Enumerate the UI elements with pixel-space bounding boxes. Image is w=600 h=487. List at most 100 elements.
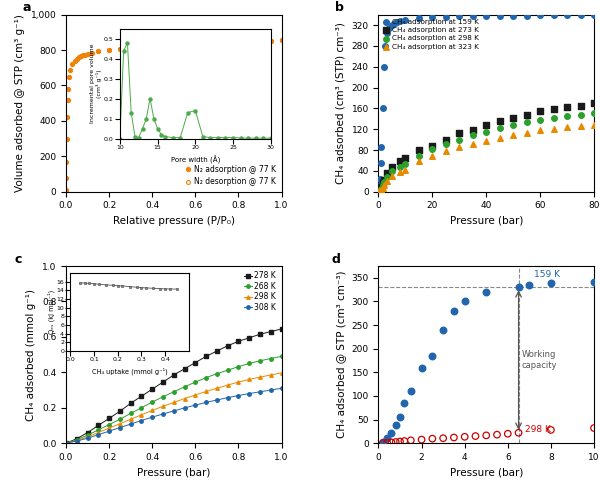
278 K <box>181 366 188 372</box>
CH₄ adsorption at 159 K <box>522 12 532 19</box>
N₂ adsorption @ 77 K <box>63 136 70 142</box>
CH₄ adsorption at 273 K <box>414 146 424 154</box>
278 K <box>149 386 156 392</box>
Point <box>439 434 448 442</box>
268 K <box>192 379 199 385</box>
CH₄ adsorption at 298 K <box>535 116 545 124</box>
268 K <box>245 360 253 366</box>
N₂ adsorption @ 77 K <box>160 42 167 48</box>
N₂ desorption @ 77 K <box>256 38 263 44</box>
308 K <box>202 399 209 405</box>
N₂ desorption @ 77 K <box>245 38 253 44</box>
308 K <box>267 387 274 393</box>
CH₄ adsorption at 273 K <box>495 117 505 125</box>
CH₄ adsorption at 298 K <box>376 185 386 192</box>
N₂ desorption @ 77 K <box>235 39 242 45</box>
N₂ adsorption @ 77 K <box>64 114 71 120</box>
N₂ adsorption @ 77 K <box>127 44 134 50</box>
CH₄ adsorption at 298 K <box>428 145 437 153</box>
CH₄ adsorption at 323 K <box>549 125 559 132</box>
CH₄ adsorption at 273 K <box>522 111 532 118</box>
298 K <box>73 438 80 444</box>
N₂ adsorption @ 77 K <box>202 40 209 46</box>
CH₄ adsorption at 159 K <box>382 29 391 37</box>
308 K <box>245 391 253 396</box>
278 K <box>127 400 134 406</box>
CH₄ adsorption at 323 K <box>562 123 572 131</box>
Point <box>439 326 448 334</box>
CH₄ adsorption at 273 K <box>374 187 383 195</box>
298 K <box>160 403 167 409</box>
N₂ desorption @ 77 K <box>170 41 178 47</box>
Point <box>386 439 396 447</box>
CH₄ adsorption at 159 K <box>468 12 478 20</box>
N₂ adsorption @ 77 K <box>82 52 89 57</box>
268 K <box>224 367 231 373</box>
CH₄ adsorption at 298 K <box>468 131 478 139</box>
308 K <box>170 408 178 414</box>
CH₄ adsorption at 273 K <box>376 185 385 192</box>
CH₄ adsorption at 273 K <box>576 102 586 110</box>
N₂ adsorption @ 77 K <box>65 74 73 79</box>
N₂ adsorption @ 77 K <box>256 38 263 44</box>
Text: 159 K: 159 K <box>533 270 560 279</box>
CH₄ adsorption at 159 K <box>508 12 518 19</box>
CH₄ adsorption at 159 K <box>380 42 390 50</box>
308 K <box>149 414 156 420</box>
N₂ adsorption @ 77 K <box>65 86 72 92</box>
Y-axis label: CH₄ adsorbed (cm³ (STP) cm⁻³): CH₄ adsorbed (cm³ (STP) cm⁻³) <box>336 22 346 184</box>
298 K <box>256 374 263 380</box>
N₂ adsorption @ 77 K <box>71 58 78 64</box>
N₂ adsorption @ 77 K <box>62 175 70 181</box>
N₂ adsorption @ 77 K <box>116 46 124 52</box>
CH₄ adsorption at 298 K <box>455 136 464 144</box>
Text: a: a <box>23 1 31 14</box>
268 K <box>278 354 285 359</box>
Point <box>428 435 437 443</box>
Point <box>460 298 469 305</box>
CH₄ adsorption at 298 K <box>562 112 572 120</box>
278 K <box>84 430 91 435</box>
Point <box>400 437 409 445</box>
N₂ desorption @ 77 K <box>224 39 231 45</box>
Text: 298 K: 298 K <box>525 425 551 434</box>
Point <box>503 430 512 438</box>
N₂ desorption @ 77 K <box>202 40 209 46</box>
N₂ adsorption @ 77 K <box>62 187 70 193</box>
CH₄ adsorption at 273 K <box>379 176 389 184</box>
N₂ desorption @ 77 K <box>160 42 167 48</box>
CH₄ adsorption at 298 K <box>508 121 518 129</box>
Point <box>382 434 392 442</box>
278 K <box>267 329 274 335</box>
298 K <box>235 379 242 385</box>
CH₄ adsorption at 323 K <box>376 186 386 193</box>
Point <box>428 352 437 360</box>
X-axis label: Relative pressure (P/P₀): Relative pressure (P/P₀) <box>113 216 235 226</box>
CH₄ adsorption at 323 K <box>576 122 586 130</box>
268 K <box>213 371 220 376</box>
CH₄ adsorption at 159 K <box>535 11 545 19</box>
CH₄ adsorption at 273 K <box>535 107 545 115</box>
CH₄ adsorption at 159 K <box>385 24 394 32</box>
CH₄ adsorption at 323 K <box>378 184 388 191</box>
CH₄ adsorption at 273 K <box>468 126 478 134</box>
CH₄ adsorption at 298 K <box>374 187 383 195</box>
CH₄ adsorption at 273 K <box>395 158 405 166</box>
CH₄ adsorption at 323 K <box>376 187 385 194</box>
268 K <box>84 432 91 438</box>
N₂ adsorption @ 77 K <box>95 49 102 55</box>
Line: 298 K: 298 K <box>64 371 283 445</box>
CH₄ adsorption at 159 K <box>395 17 405 25</box>
N₂ adsorption @ 77 K <box>63 159 70 165</box>
CH₄ adsorption at 159 K <box>376 159 385 167</box>
CH₄ adsorption at 273 K <box>401 154 410 162</box>
Point <box>449 307 459 315</box>
Point <box>406 436 416 444</box>
CH₄ adsorption at 298 K <box>481 128 491 136</box>
Point <box>481 431 491 439</box>
N₂ adsorption @ 77 K <box>192 40 199 46</box>
298 K <box>278 370 285 376</box>
CH₄ adsorption at 298 K <box>395 163 405 170</box>
Point <box>400 399 409 407</box>
CH₄ adsorption at 159 K <box>414 14 424 22</box>
